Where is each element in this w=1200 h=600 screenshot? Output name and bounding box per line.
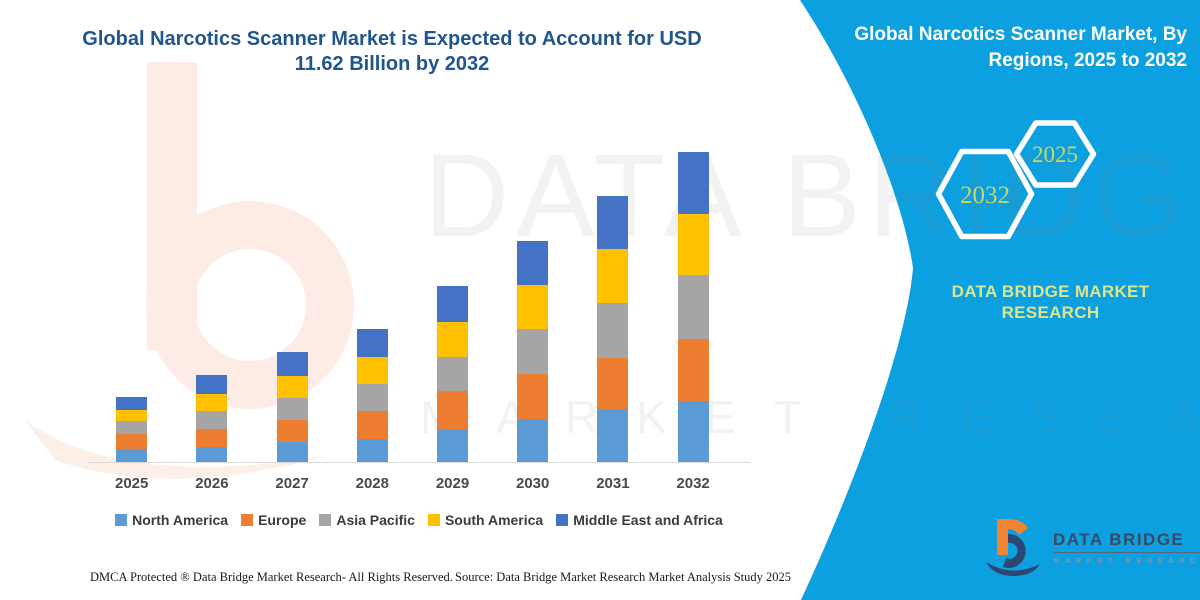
- bar-segment: [517, 285, 549, 329]
- bar-segment: [196, 428, 228, 447]
- bar-segment: [597, 357, 629, 410]
- brand-logo: DATA BRIDGE MARKET RESEARCH: [985, 518, 1200, 580]
- brand-logo-text: DATA BRIDGE MARKET RESEARCH: [1053, 518, 1200, 565]
- stacked-bar-2028: [356, 328, 388, 462]
- bar-segment: [196, 446, 228, 462]
- data-bridge-logo-icon: [986, 519, 1040, 576]
- x-axis-label-2025: 2025: [115, 475, 149, 492]
- hexagon-2025-label: 2025: [1032, 142, 1078, 167]
- year-hexagons: 2032 2025: [935, 120, 1097, 240]
- dmca-notice: DMCA Protected ® Data Bridge Market Rese…: [90, 570, 453, 584]
- legend-label: Europe: [258, 512, 307, 528]
- bar-segment: [517, 328, 549, 374]
- legend-swatch-icon: [556, 514, 569, 526]
- chart-legend: North America Europe Asia Pacific South Ame…: [88, 512, 750, 528]
- legend-swatch-icon: [241, 514, 254, 526]
- hexagon-2025: [1013, 120, 1097, 188]
- source-note: Source: Data Bridge Market Research Mark…: [455, 570, 792, 584]
- bar-segment: [276, 420, 308, 443]
- stacked-bar-2031: [597, 195, 629, 462]
- x-axis-label-2032: 2032: [676, 475, 710, 492]
- bar-segment: [437, 428, 468, 462]
- bar-segment: [677, 274, 709, 340]
- bar-segment: [437, 285, 468, 322]
- bar-segment: [116, 396, 148, 410]
- bar-segment: [276, 398, 308, 421]
- panel-brand-line1: DATA BRIDGE MARKET: [951, 282, 1150, 301]
- brand-logo-name: DATA BRIDGE: [1053, 530, 1200, 553]
- bar-segment: [276, 442, 308, 462]
- legend-item: Europe: [241, 512, 306, 528]
- x-axis-label-2029: 2029: [435, 475, 470, 492]
- stacked-bar-2029: [437, 285, 468, 462]
- bar-segment: [677, 152, 709, 214]
- legend-swatch-icon: [427, 514, 440, 526]
- bar-segment: [677, 400, 709, 462]
- x-axis-label-2031: 2031: [596, 475, 630, 492]
- x-axis-label-2028: 2028: [355, 475, 389, 492]
- bar-segment: [196, 375, 228, 394]
- brand-logo-sub: MARKET RESEARCH: [1053, 556, 1200, 565]
- bar-segment: [116, 434, 148, 450]
- bar-chart-plot: [88, 140, 750, 463]
- stacked-bar-2025: [116, 396, 148, 462]
- legend-swatch-icon: [319, 514, 332, 526]
- bar-segment: [437, 390, 468, 429]
- bar-segment: [276, 352, 308, 376]
- legend-swatch-icon: [115, 514, 128, 526]
- bar-segment: [116, 449, 148, 462]
- bar-segment: [356, 410, 388, 439]
- panel-brand-line2: RESEARCH: [1001, 303, 1100, 322]
- x-axis-label-2026: 2026: [195, 475, 229, 492]
- bar-segment: [597, 195, 629, 250]
- bar-segment: [276, 375, 308, 399]
- stacked-bar-2032: [677, 152, 709, 462]
- panel-brand-text: DATA BRIDGE MARKET RESEARCH: [928, 281, 1173, 323]
- x-axis-label-2030: 2030: [516, 475, 550, 492]
- bar-segment: [597, 302, 629, 358]
- hexagon-2032: [935, 148, 1035, 240]
- legend-label: South America: [444, 512, 544, 528]
- bar-segment: [517, 373, 549, 419]
- legend-label: Asia Pacific: [336, 512, 415, 528]
- legend-item: North America: [115, 512, 228, 528]
- stacked-bar-2027: [276, 352, 308, 462]
- bar-segment: [437, 321, 468, 357]
- legend-item: Middle East and Africa: [556, 512, 723, 528]
- bar-segment: [437, 356, 468, 391]
- bar-segment: [517, 418, 549, 462]
- bar-segment: [356, 383, 388, 411]
- x-axis-label-2027: 2027: [275, 475, 309, 492]
- legend-item: Asia Pacific: [319, 512, 415, 528]
- side-panel-title: Global Narcotics Scanner Market, By Regi…: [854, 24, 1187, 71]
- bar-segment: [196, 394, 228, 412]
- legend-label: North America: [132, 512, 229, 528]
- chart-title: Global Narcotics Scanner Market is Expec…: [82, 28, 702, 75]
- bar-segment: [116, 420, 148, 435]
- bar-segment: [196, 411, 228, 429]
- legend-label: Middle East and Africa: [573, 512, 723, 528]
- bar-segment: [677, 213, 709, 275]
- stacked-bar-2026: [196, 375, 228, 462]
- x-axis-labels: 2025 2026 2027 2028 2029 2030 2031 2032: [88, 475, 750, 495]
- legend-item: South America: [427, 512, 544, 528]
- bar-segment: [517, 240, 549, 286]
- bar-segment: [356, 438, 388, 462]
- bar-segment: [677, 339, 709, 401]
- bar-segment: [597, 409, 629, 462]
- bar-segment: [116, 410, 148, 421]
- stacked-bar-2030: [517, 240, 549, 462]
- hexagon-2032-label: 2032: [960, 182, 1010, 209]
- bar-segment: [356, 328, 388, 357]
- bar-segment: [597, 249, 629, 303]
- bar-segment: [356, 356, 388, 384]
